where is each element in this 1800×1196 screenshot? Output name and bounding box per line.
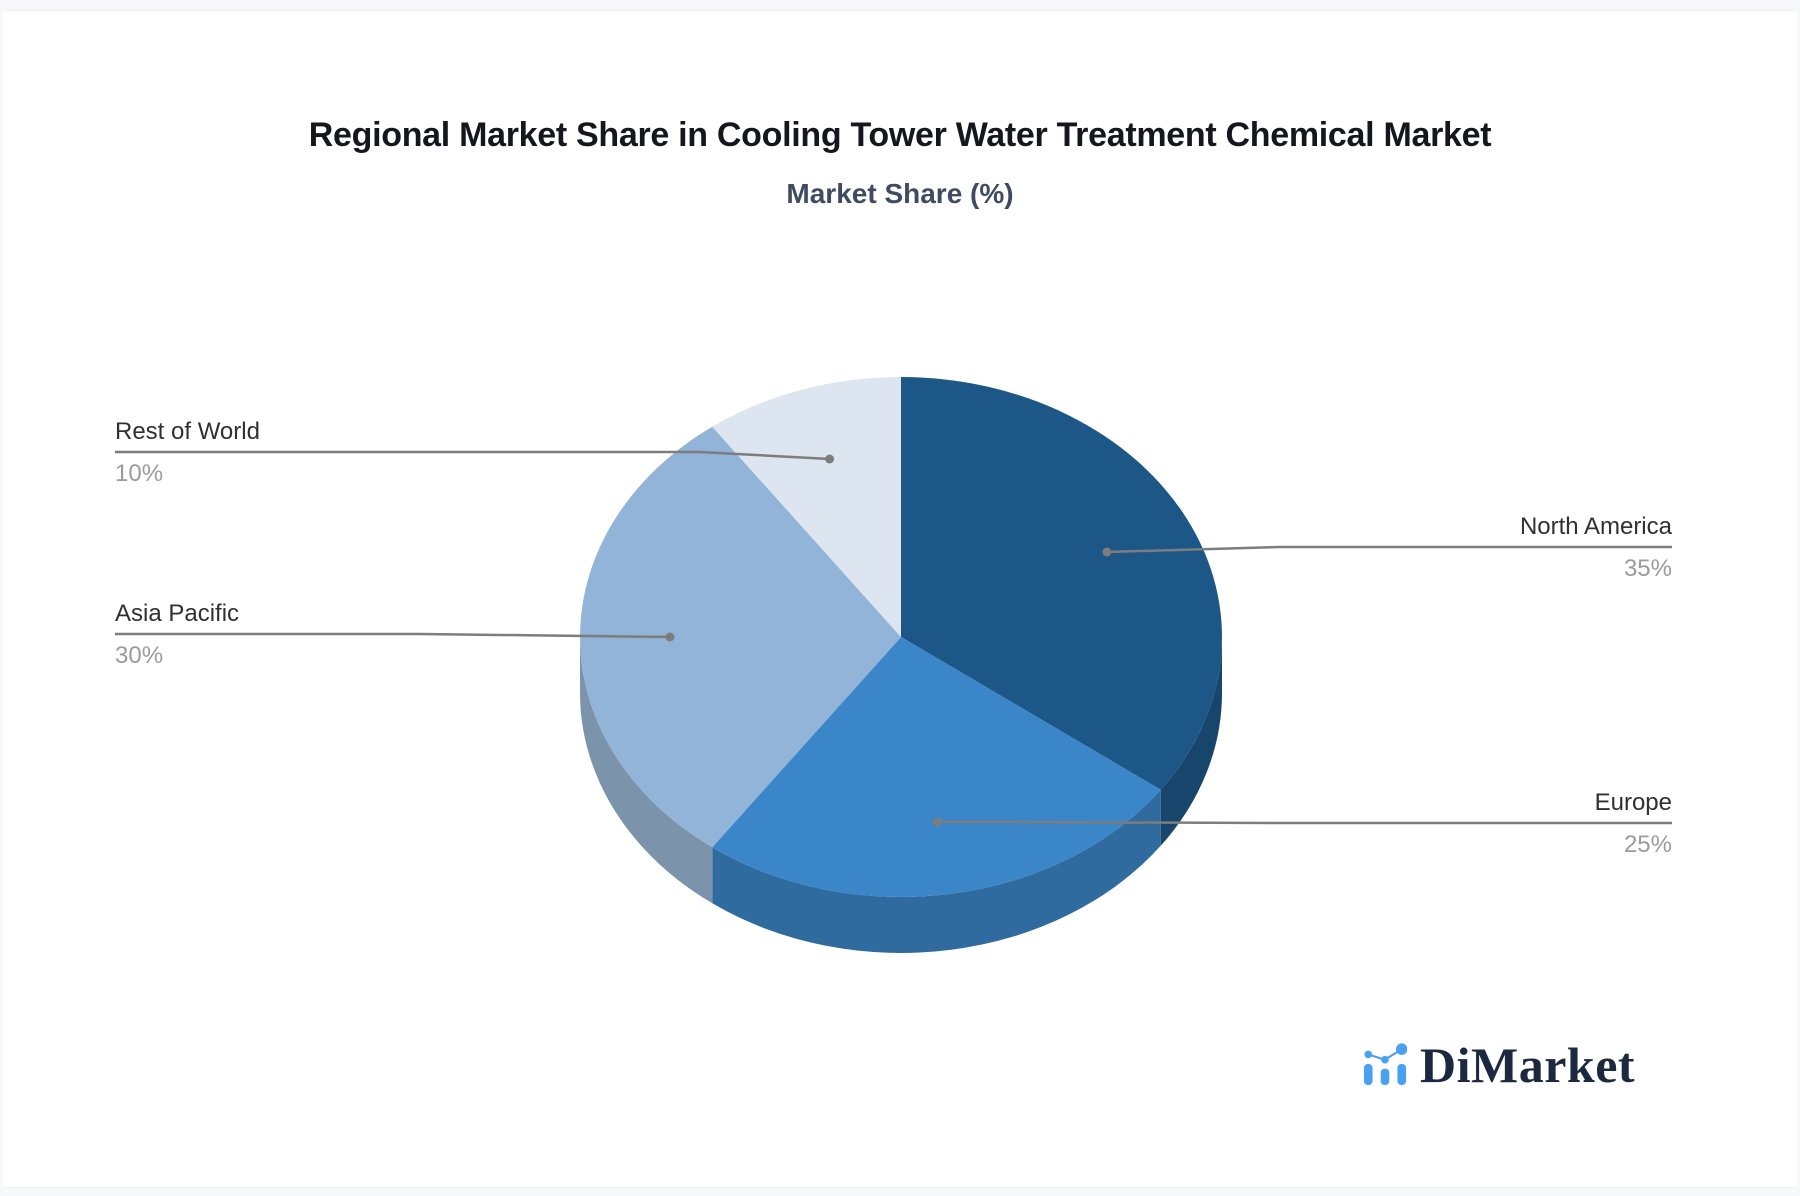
pie-label-asia-pacific: Asia Pacific 30% [115,600,239,670]
pie-slice-north-america-side [1160,637,1222,846]
pie-slice-europe-side [712,789,1161,953]
bar-line-chart-icon [1363,1043,1407,1086]
pie-label-name: Europe [1594,789,1672,816]
pie-slice-north-america[interactable] [901,377,1222,790]
pie-connector-rest-of-world [115,450,830,461]
pie-connector-dot-europe [932,817,942,827]
page-edge-right [1797,0,1800,1196]
pie-label-name: North America [1519,513,1672,540]
pie-label-value: 10% [115,460,164,487]
page-edge-left [0,0,3,1196]
chart-title: Regional Market Share in Cooling Tower W… [308,116,1492,154]
pie-label-name: Asia Pacific [115,600,240,627]
pie-slice-asia-pacific-side [580,637,713,904]
pie-label-name: Rest of World [115,418,260,445]
pie-label-value: 30% [115,642,164,669]
pie-connector-dot-asia-pacific [665,632,675,642]
brand-logo: DiMarket [1363,1040,1635,1090]
pie-label-value: 35% [1623,555,1672,582]
pie-label-north-america: North America 35% [1520,513,1672,583]
pie-label-value: 25% [1623,831,1672,858]
pie-slice-rest-of-world[interactable] [712,377,901,637]
page-edge-top [0,0,1800,11]
pie-slice-asia-pacific[interactable] [580,426,901,848]
page-edge-bottom [0,1187,1800,1196]
chart-subtitle: Market Share (%) [786,178,1014,209]
pie-slice-europe[interactable] [712,637,1161,897]
pie-connector-dot-rest-of-world [825,454,835,464]
pie-label-europe: Europe 25% [1595,789,1672,859]
pie-connector-asia-pacific [115,632,670,639]
pie-connector-europe [937,820,1672,825]
pie-label-rest-of-world: Rest of World 10% [115,418,260,488]
pie-connector-north-america [1106,545,1672,554]
pie-connector-dot-north-america [1102,547,1112,557]
brand-logo-text: DiMarket [1420,1037,1636,1093]
